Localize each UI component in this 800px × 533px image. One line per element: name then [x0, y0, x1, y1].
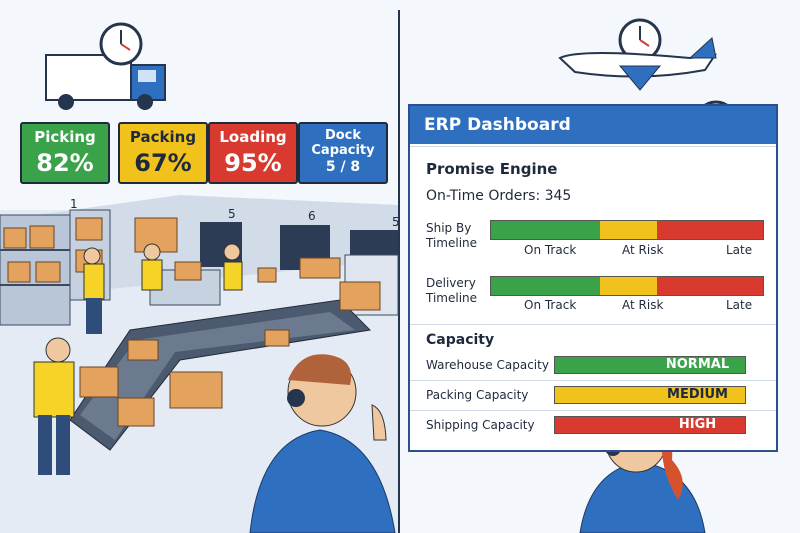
warehouse-capacity-bar: NORMAL: [554, 356, 746, 374]
packing-label: Packing: [129, 128, 197, 146]
erp-title: ERP Dashboard: [410, 106, 776, 144]
capacity-title: Capacity: [426, 332, 495, 348]
delivery-on-track: On Track: [524, 298, 577, 312]
warehouse-capacity-label: Warehouse Capacity: [426, 358, 549, 372]
worker-icon: [33, 243, 243, 475]
packing-capacity-status: MEDIUM: [650, 387, 745, 403]
dock-capacity-label: Dock Capacity: [311, 128, 375, 158]
ship-by-on-track: On Track: [524, 243, 577, 257]
shipping-capacity-status: HIGH: [650, 417, 745, 433]
delivery-label: Delivery Timeline: [426, 276, 478, 305]
airplane-icon: [558, 37, 718, 91]
picking-value: 82%: [36, 149, 94, 177]
dock-capacity-value: 5 / 8: [325, 159, 361, 175]
shipping-capacity-bar: HIGH: [554, 416, 746, 434]
ship-by-label: Ship By Timeline: [426, 221, 478, 250]
ship-by-late: Late: [726, 243, 753, 257]
loading-value: 95%: [224, 149, 282, 177]
dock-number-5: 5: [228, 207, 236, 221]
packing-metric: Packing 67%: [118, 122, 208, 184]
loading-label: Loading: [219, 128, 287, 146]
shipping-capacity-label: Shipping Capacity: [426, 418, 535, 432]
delivery-at-risk: At Risk: [622, 298, 664, 312]
truck-icon: [45, 54, 166, 110]
on-time-orders: On-Time Orders: 345: [426, 188, 572, 204]
packing-capacity-label: Packing Capacity: [426, 388, 529, 402]
promise-engine-title: Promise Engine: [426, 160, 558, 178]
erp-dashboard-panel: ERP Dashboard Promise Engine On-Time Ord…: [408, 104, 778, 452]
ship-by-at-risk: At Risk: [622, 243, 664, 257]
clock-icon: [99, 22, 143, 66]
packing-value: 67%: [134, 149, 192, 177]
dock-number-5b: 5: [392, 215, 400, 229]
ship-by-timeline: [490, 220, 764, 240]
dock-number-6: 6: [308, 209, 316, 223]
picking-metric: Picking 82%: [20, 122, 110, 184]
warehouse-capacity-status: NORMAL: [650, 357, 745, 373]
packing-capacity-bar: MEDIUM: [554, 386, 746, 404]
dock-number-1: 1: [70, 197, 78, 211]
loading-metric: Loading 95%: [208, 122, 298, 184]
delivery-late: Late: [726, 298, 753, 312]
operator-icon: [249, 354, 396, 533]
dock-capacity-metric: Dock Capacity 5 / 8: [298, 122, 388, 184]
delivery-timeline: [490, 276, 764, 296]
picking-label: Picking: [34, 128, 96, 146]
